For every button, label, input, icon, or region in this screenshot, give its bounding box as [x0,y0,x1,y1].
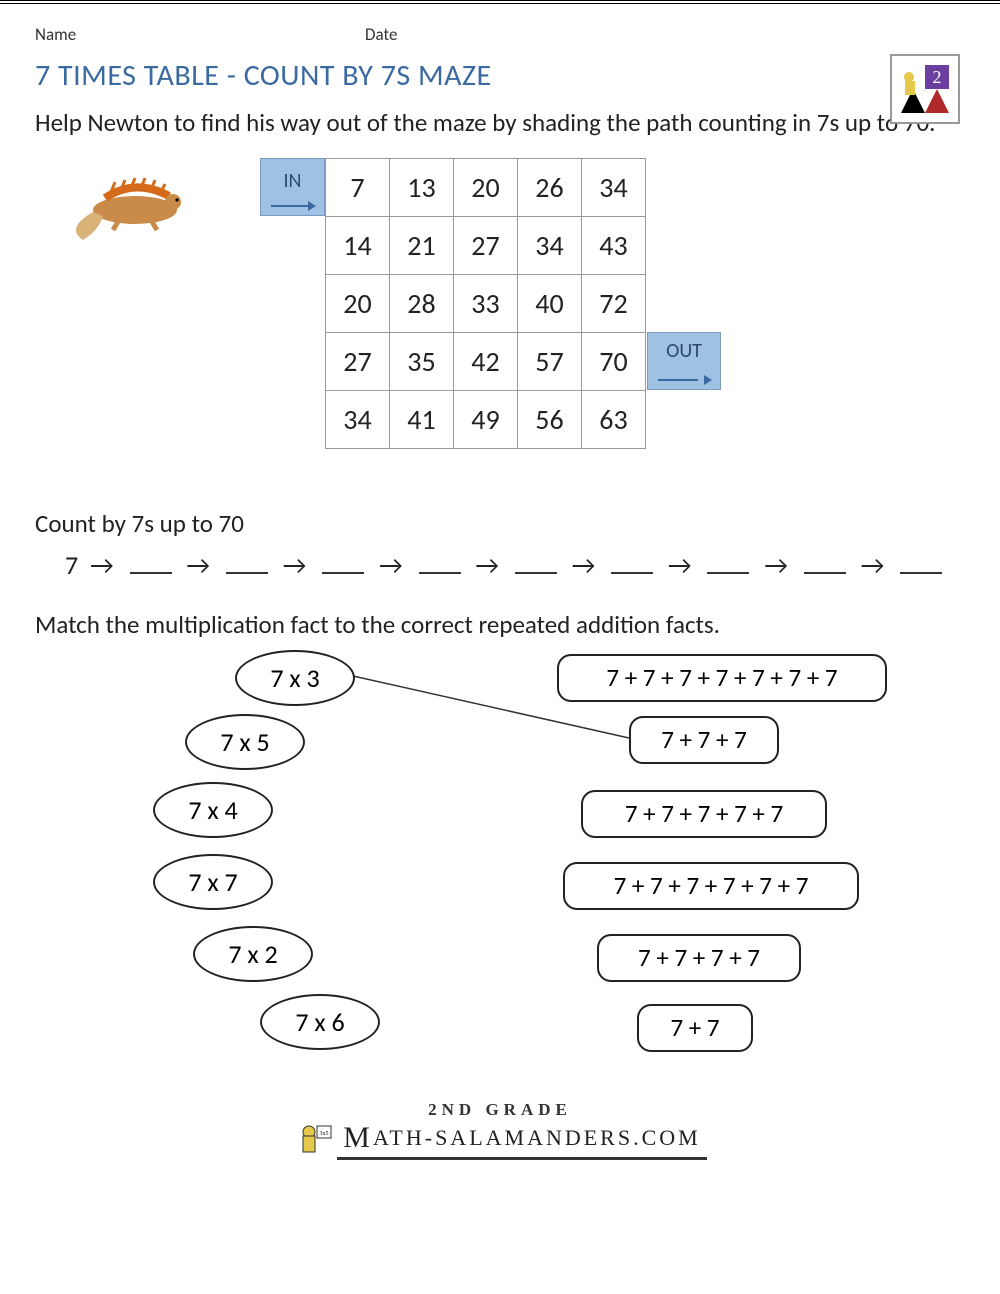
arrow-icon: → [186,549,211,581]
maze-grid: 7132026341421273443202833407227354257703… [325,158,646,449]
grade-logo: 2 [890,54,960,124]
maze-cell: 72 [582,274,646,332]
maze-cell: 41 [390,390,454,448]
maze-cell: 70 [582,332,646,390]
date-label: Date [365,24,397,45]
maze-cell: 27 [454,216,518,274]
name-label: Name [35,24,365,45]
footer-site-text: ATH-SALAMANDERS.COM [373,1125,701,1150]
count-blank [900,572,942,574]
arrow-icon: → [668,549,693,581]
maze-cell: 20 [326,274,390,332]
mult-oval: 7 x 5 [185,714,305,770]
maze-cell: 40 [518,274,582,332]
maze-cell: 57 [518,332,582,390]
footer-site: MATH-SALAMANDERS.COM [337,1121,706,1160]
svg-text:3x5: 3x5 [320,1131,329,1137]
arrow-icon: → [764,549,789,581]
maze-cell: 43 [582,216,646,274]
maze-cell: 56 [518,390,582,448]
maze-area: IN 7132026341421273443202833407227354257… [35,158,965,488]
mult-oval: 7 x 6 [260,994,380,1050]
maze-cell: 42 [454,332,518,390]
addition-box: 7 + 7 + 7 + 7 + 7 + 7 [563,862,859,910]
worksheet-title: 7 TIMES TABLE - COUNT BY 7S MAZE [35,57,965,94]
mult-oval: 7 x 3 [235,650,355,706]
count-blank [707,572,749,574]
count-blank [804,572,846,574]
svg-text:2: 2 [933,67,942,87]
count-blank [515,572,557,574]
maze-cell: 27 [326,332,390,390]
count-blank [322,572,364,574]
maze-cell: 34 [326,390,390,448]
mult-oval: 7 x 4 [153,782,273,838]
count-blank [130,572,172,574]
addition-box: 7 + 7 + 7 [629,716,779,764]
arrow-icon: → [475,549,500,581]
maze-cell: 26 [518,158,582,216]
maze-out-cell: OUT [647,332,721,390]
count-label: Count by 7s up to 70 [35,508,965,539]
count-blank [611,572,653,574]
out-label: OUT [666,339,702,363]
arrow-icon: → [572,549,597,581]
footer-logo-icon: 3x5 [293,1120,337,1164]
maze-in-cell: IN [260,158,325,216]
match-instruction: Match the multiplication fact to the cor… [35,609,965,640]
maze-cell: 21 [390,216,454,274]
maze-cell: 14 [326,216,390,274]
salamander-icon [65,168,205,248]
mult-oval: 7 x 7 [153,854,273,910]
maze-cell: 13 [390,158,454,216]
count-sequence: 7 → → → → → → → → → [35,549,965,581]
instruction-text: Help Newton to find his way out of the m… [35,106,965,140]
maze-cell: 49 [454,390,518,448]
arrow-icon: → [861,549,886,581]
maze-cell: 28 [390,274,454,332]
addition-box: 7 + 7 + 7 + 7 [597,934,801,982]
maze-cell: 34 [518,216,582,274]
maze-cell: 63 [582,390,646,448]
mult-oval: 7 x 2 [193,926,313,982]
arrow-icon: → [90,549,115,581]
arrow-icon: → [283,549,308,581]
arrow-icon: → [379,549,404,581]
maze-cell: 20 [454,158,518,216]
in-label: IN [284,169,302,193]
addition-box: 7 + 7 + 7 + 7 + 7 + 7 + 7 [557,654,887,702]
count-blank [226,572,268,574]
footer-grade: 2ND GRADE [35,1100,965,1120]
count-start: 7 [65,549,79,581]
addition-box: 7 + 7 + 7 + 7 + 7 [581,790,827,838]
maze-cell: 34 [582,158,646,216]
maze-cell: 33 [454,274,518,332]
count-blank [419,572,461,574]
maze-cell: 7 [326,158,390,216]
header-row: Name Date [35,24,965,45]
match-area: 7 x 3 7 x 5 7 x 4 7 x 7 7 x 2 7 x 6 7 + 7 + 7 … [35,650,955,1090]
addition-box: 7 + 7 [637,1004,753,1052]
maze-cell: 35 [390,332,454,390]
footer: 2ND GRADE 3x5 MATH-SALAMANDERS.COM [35,1100,965,1164]
